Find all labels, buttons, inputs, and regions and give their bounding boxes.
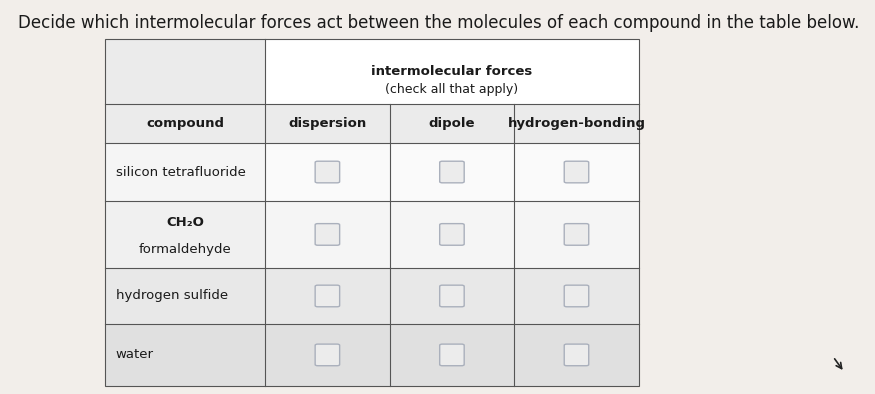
Bar [265,201,639,268]
Bar [265,39,639,104]
FancyBboxPatch shape [315,224,340,245]
FancyBboxPatch shape [564,224,589,245]
Text: compound: compound [146,117,224,130]
FancyBboxPatch shape [564,161,589,183]
Text: (check all that apply): (check all that apply) [385,83,519,96]
Text: intermolecular forces: intermolecular forces [371,65,533,78]
Bar [105,324,265,386]
Text: CH₂O: CH₂O [166,216,204,229]
FancyBboxPatch shape [439,161,465,183]
Bar [265,104,639,143]
Text: Decide which intermolecular forces act between the molecules of each compound in: Decide which intermolecular forces act b… [18,14,859,32]
Text: water: water [116,348,153,361]
Bar [105,39,639,386]
FancyBboxPatch shape [315,161,340,183]
Bar [105,268,265,324]
FancyBboxPatch shape [439,224,465,245]
FancyBboxPatch shape [315,285,340,307]
Text: formaldehyde: formaldehyde [138,243,231,256]
Text: hydrogen sulfide: hydrogen sulfide [116,290,228,303]
FancyBboxPatch shape [439,285,465,307]
Text: dispersion: dispersion [288,117,367,130]
Bar [265,143,639,201]
FancyBboxPatch shape [439,344,465,366]
Bar [265,268,639,324]
Text: hydrogen-bonding: hydrogen-bonding [507,117,646,130]
Bar [105,143,265,201]
Text: silicon tetrafluoride: silicon tetrafluoride [116,165,245,178]
FancyBboxPatch shape [315,344,340,366]
Bar [105,39,265,143]
FancyBboxPatch shape [564,344,589,366]
Bar [105,201,265,268]
Text: dipole: dipole [429,117,475,130]
FancyBboxPatch shape [564,285,589,307]
Bar [265,324,639,386]
